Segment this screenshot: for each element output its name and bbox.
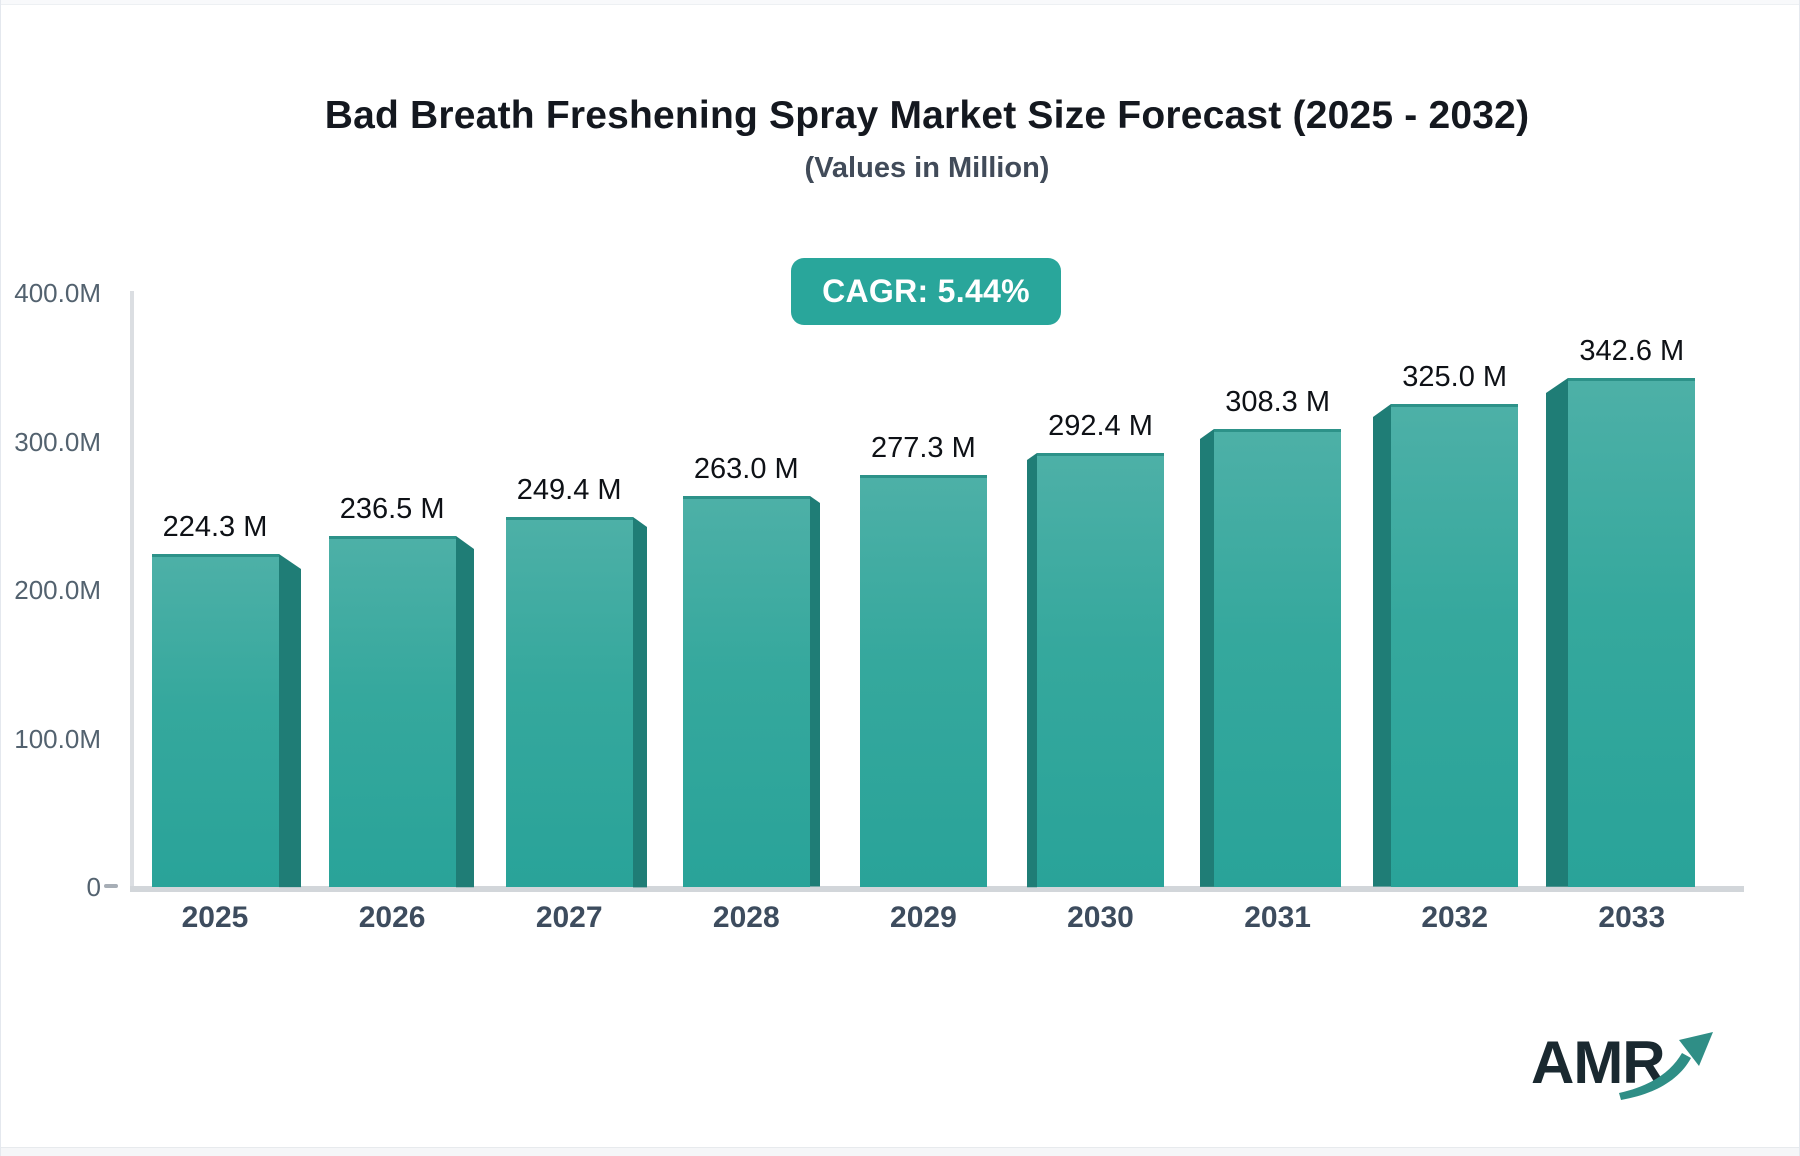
x-axis-tick-label: 2027 [535,901,603,934]
bar [505,516,633,887]
bar-side-face [1027,452,1037,887]
bar-side-face [278,553,301,887]
x-axis-tick-label: 2026 [358,901,426,934]
bar-side-face [632,516,647,887]
bar-value-label: 224.3 M [162,510,268,543]
bar-value-label: 277.3 M [870,432,976,465]
x-axis-tick-label: 2028 [712,901,780,934]
amr-logo-text: AMR [1531,1029,1666,1096]
bar [1568,378,1696,887]
bar-value-label: 249.4 M [516,473,622,506]
x-axis-tick-label: 2029 [890,901,957,934]
x-axis-line [130,886,1744,892]
growth-arrow-icon [1619,1032,1713,1100]
x-axis-tick-label: 2033 [1598,901,1666,934]
y-axis-tick-label: 100.0M [14,723,101,754]
bar [1214,429,1342,887]
page-top-border [1,0,1799,5]
y-axis-tick-label: 300.0M [14,426,101,457]
bar-value-label: 308.3 M [1225,386,1330,419]
bar-side-face [455,535,474,887]
bar [1037,452,1164,887]
page-bottom-border [1,1147,1799,1156]
bar-value-label: 263.0 M [693,453,799,486]
bar-side-face [1200,429,1215,887]
y-axis-tick-label: 400.0M [14,278,101,308]
chart-title: Bad Breath Freshening Spray Market Size … [324,94,1530,137]
bar [682,496,810,887]
bar-side-face [1546,378,1569,887]
chart-subtitle: (Values in Million) [804,152,1050,184]
y-axis-tick-label: 200.0M [14,575,101,605]
amr-logo: AMR [1531,1028,1721,1108]
bar-side-face [1373,404,1392,887]
x-axis-tick-label: 2031 [1244,901,1311,934]
bar-value-label: 342.6 M [1579,335,1685,368]
cagr-badge: CAGR: 5.44% [791,258,1061,325]
y-axis-line [130,291,134,890]
bar-value-label: 236.5 M [339,492,445,525]
bar-side-face [809,496,820,887]
bar [1391,404,1519,887]
x-axis-tick-label: 2032 [1421,901,1489,934]
bar [859,475,987,887]
y-axis-tick-label: 0 [86,872,101,902]
y-axis-zero-tick [104,884,118,888]
bar [328,535,456,887]
x-axis-tick-label: 2030 [1067,901,1134,934]
x-axis-tick-label: 2025 [181,901,249,934]
bar-value-label: 292.4 M [1048,409,1153,442]
bar-value-label: 325.0 M [1402,361,1508,394]
bar [151,553,279,887]
